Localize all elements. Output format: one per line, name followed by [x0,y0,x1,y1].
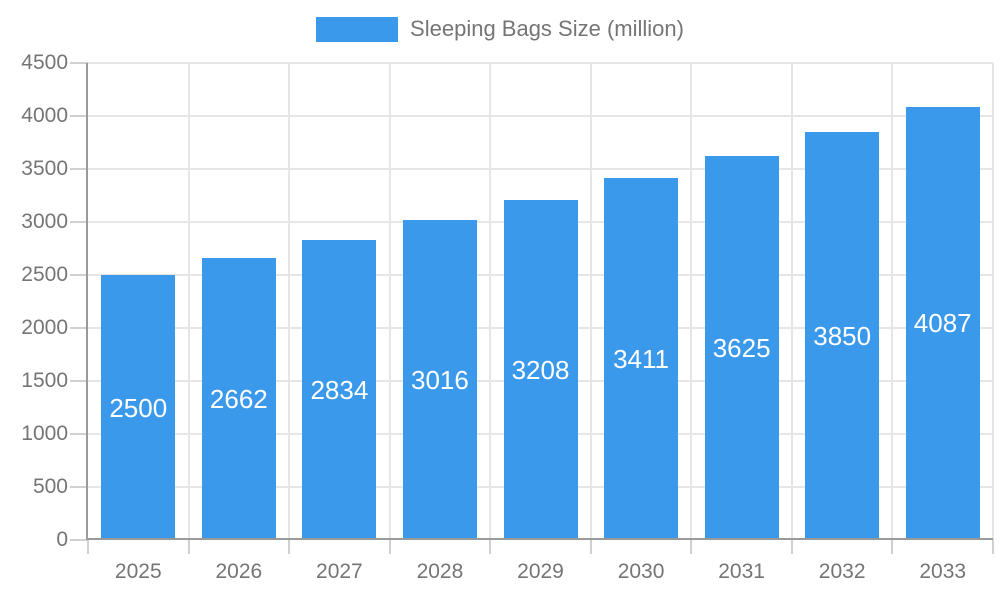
gridline-vertical [790,63,793,540]
x-axis-label: 2026 [215,560,263,583]
y-axis-tick [70,274,88,276]
y-axis-tick [70,539,88,541]
y-axis-label: 0 [56,528,68,551]
gridline-horizontal [88,168,993,170]
y-axis-label: 3500 [21,157,68,180]
bar-value-label: 3016 [411,365,469,396]
x-axis-tick [87,540,89,554]
gridline-vertical [891,63,894,540]
x-axis-label: 2032 [818,560,866,583]
x-axis-tick [489,540,492,554]
y-axis-tick [70,327,88,329]
bar-value-label: 3850 [813,320,872,351]
y-axis-label: 4500 [21,51,68,74]
y-axis-label: 3000 [21,210,68,233]
x-axis-label: 2028 [416,560,464,583]
y-axis-line [86,63,88,540]
bar-2025[interactable] [101,275,176,540]
y-axis-tick [70,433,88,435]
x-axis-label: 2030 [617,560,665,583]
x-axis-label: 2027 [316,560,363,583]
y-axis-tick [70,486,88,488]
bar-value-label: 2834 [310,374,369,405]
x-axis-label: 2029 [517,560,564,583]
bar-2028[interactable] [402,220,477,540]
x-axis-label: 2031 [718,560,765,583]
gridline-vertical [187,63,190,540]
x-axis-tick [288,540,291,554]
x-axis-tick [187,540,190,554]
gridline-vertical [589,63,592,540]
y-axis-tick [70,221,88,223]
x-axis-line [86,538,993,540]
bar-2032[interactable] [805,131,880,540]
gridline-horizontal [88,115,993,117]
x-axis-tick [388,540,391,554]
bar-value-label: 2662 [209,383,268,414]
x-axis-tick [790,540,793,554]
x-axis-tick [690,540,693,554]
bar-value-label: 3208 [511,354,570,385]
y-axis-label: 1500 [21,369,68,392]
bar-2031[interactable] [704,155,779,540]
y-axis-label: 2500 [21,263,68,286]
gridline-vertical [690,63,693,540]
bar-2030[interactable] [604,178,679,540]
bar-value-label: 3411 [613,344,669,375]
y-axis-tick [70,115,88,117]
bar-2029[interactable] [503,199,578,540]
y-axis-label: 4000 [21,104,68,127]
plot-area: 2500 2662 2834 3016 3208 3411 3625 3850 4087 0 500… [21,51,994,583]
y-axis-label: 500 [32,475,68,498]
y-axis-tick [70,62,88,64]
x-axis-tick [992,540,994,554]
bar-2033[interactable] [905,106,980,540]
x-axis-tick [589,540,592,554]
bar-value-label: 2500 [109,392,168,423]
gridline-vertical [489,63,492,540]
y-axis-label: 2000 [21,316,68,339]
gridline-vertical [992,63,994,540]
x-axis-label: 2025 [114,560,162,583]
gridline-vertical [388,63,391,540]
bar-value-label: 3625 [712,332,771,363]
y-axis-tick [70,380,88,382]
x-axis-tick [891,540,894,554]
legend-swatch [316,16,399,42]
bar-2027[interactable] [302,239,377,540]
y-axis-label: 1000 [21,422,68,445]
gridline-horizontal [88,62,993,64]
x-axis-label: 2033 [919,560,967,583]
legend-label: Sleeping Bags Size (million) [410,16,684,41]
bar-value-label: 4087 [913,308,972,339]
legend-item[interactable]: Sleeping Bags Size (million) [0,16,1000,42]
y-axis-tick [70,168,88,170]
gridline-vertical [288,63,291,540]
bar-2026[interactable] [201,257,276,540]
